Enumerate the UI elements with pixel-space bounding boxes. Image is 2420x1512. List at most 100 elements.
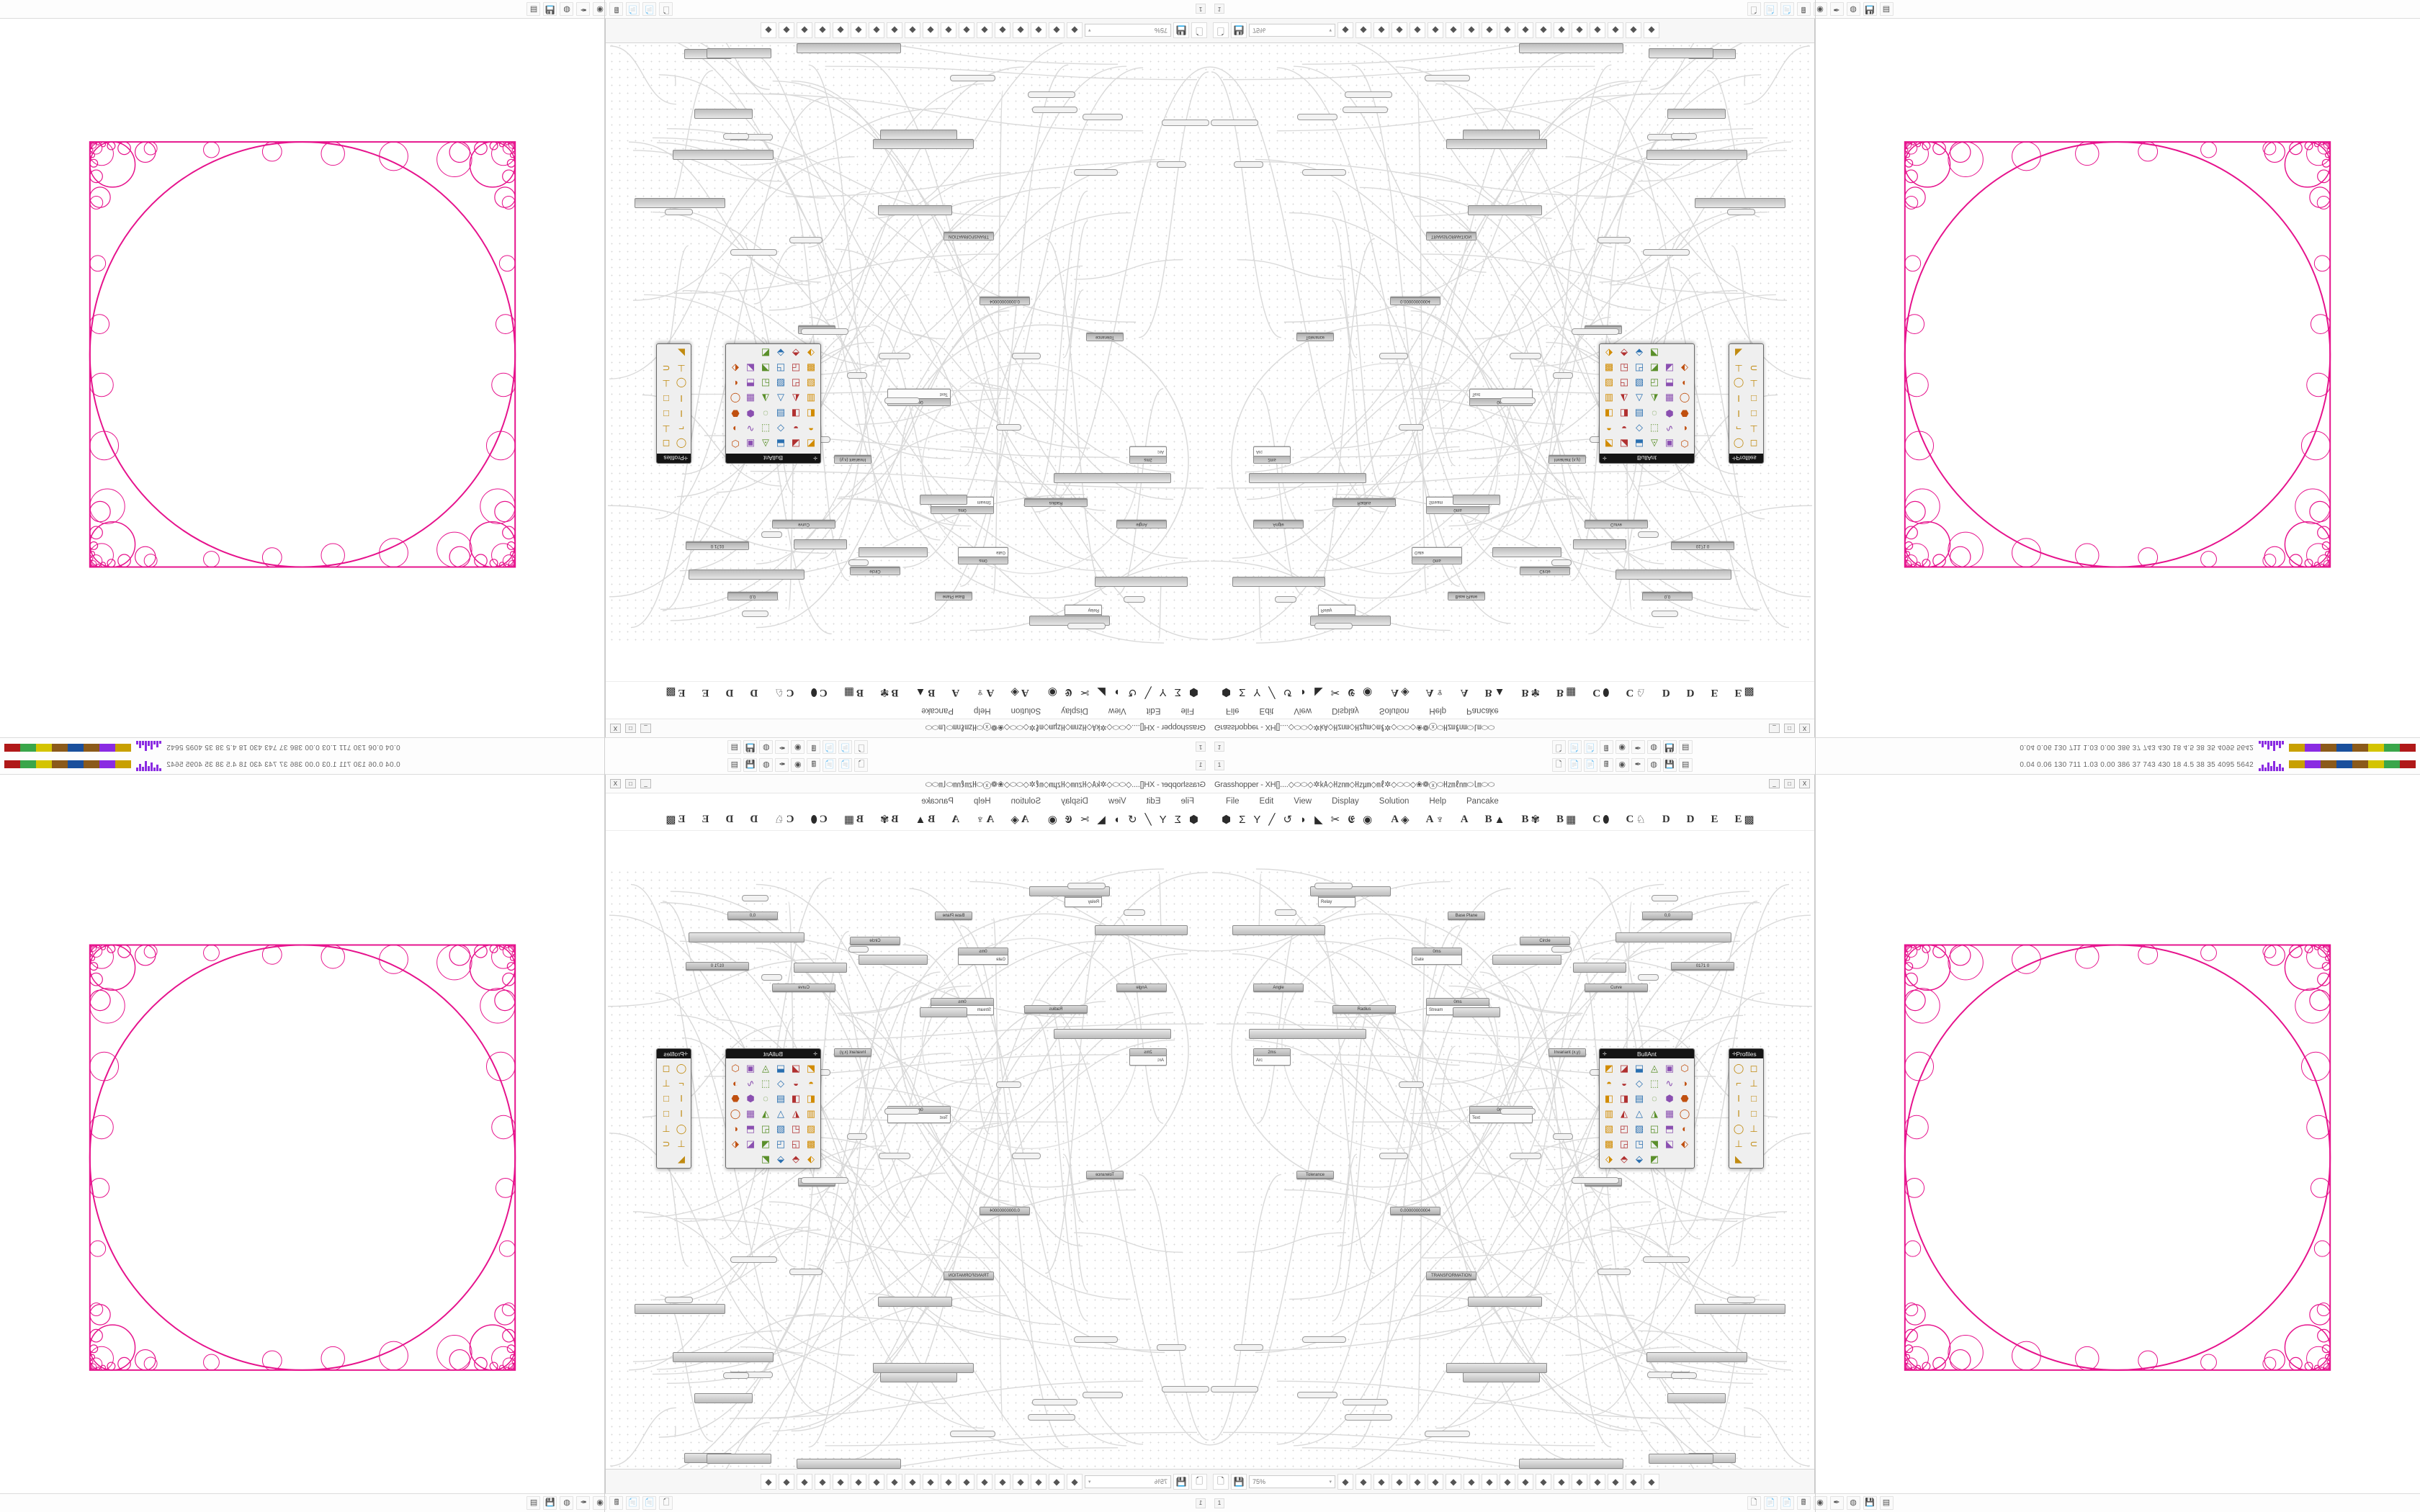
ribbon-tab-9[interactable]: D [1687,686,1695,698]
canvas-node[interactable]: 0.00000000004 [980,297,1030,305]
canvas-pill[interactable] [1302,169,1346,176]
canvas-pill[interactable] [1012,353,1041,359]
point-square-icon[interactable]: ◻ [662,438,671,450]
quad-yellow-icon[interactable]: ⬗ [807,1153,815,1164]
save-icon[interactable]: 💾 [1231,22,1247,38]
preview-icon[interactable]: ◆ [1355,1474,1371,1490]
flower-icon[interactable]: ⬙ [1636,348,1643,359]
ribbon-tab-0[interactable]: A ◈ [1010,814,1028,826]
menu-item-help[interactable]: Help [1429,797,1447,806]
I-beam-hand-icon[interactable]: ⊥ [1749,1077,1758,1089]
calculator-icon[interactable]: 🖩 [807,740,821,754]
I-beam2-icon[interactable]: I [1737,393,1740,405]
sphere-orange-icon[interactable]: ▥ [806,1107,816,1119]
opera-icon[interactable]: ◉ [791,758,805,772]
mesh-icon[interactable]: ◣ [1314,686,1323,698]
preview-icon[interactable]: ◆ [1049,1474,1065,1490]
L-angle-icon[interactable]: ⌐ [1736,423,1742,435]
desktop-number[interactable]: 1 [1196,742,1206,752]
rhino-viewport-canvas[interactable] [0,789,605,1498]
canvas-node[interactable]: Circle [850,937,900,945]
ribbon-tab-5[interactable]: B ▦ [844,814,864,826]
desktop-number[interactable]: 1 [1214,760,1224,770]
firefox-icon[interactable]: ◍ [560,2,574,16]
toolbar-profiles[interactable]: Profiles ◯ ◻ ⌐ ⊥ I □ I □ ◯ ⊥ ⊥ ⊂ ◣ [1729,1048,1764,1169]
menu-item-display[interactable]: Display [1332,797,1359,806]
floppy-icon[interactable]: 💾 [1863,2,1877,16]
canvas-pill[interactable] [789,237,823,243]
canvas-node[interactable]: 2ms Arc [1129,1048,1167,1066]
canvas-pill[interactable] [1379,353,1408,359]
grasshopper-titlebar[interactable]: Grasshopper - XH[]....◇⬭⬭◇✲㎄◇㎐㎚◇㎐㎛◇㎖✲◇⬭⬭… [1210,719,1814,737]
calculator-icon[interactable]: 🖩 [609,1496,624,1510]
ink-icon[interactable]: ✒ [576,2,591,16]
I-beam-icon[interactable]: I [680,1092,683,1104]
canvas-pill[interactable] [1314,623,1353,629]
square-tube2-icon[interactable]: □ [1751,393,1757,405]
triangle-red2-icon[interactable]: ▦ [1664,393,1675,405]
I-beam-icon[interactable]: I [1737,408,1740,420]
calculator-icon[interactable]: 🖩 [1796,2,1811,16]
toolbar-bullant[interactable]: BullAnt ◩ ◪ ⬓ ◬ ▣ ⬡ ◓ ◒ ◇ ⬚ ∿ ◑ ◧ ◨ ▤ ◌ ⬢ ⬣ ▥ ◭ △ ◮ ▦ ◯ ▧ ◰ ▨ ◱ ⬒ ◐ ▩ ◲… [725,1048,821,1169]
canvas-node[interactable]: TRANSFORMATION [944,1272,994,1280]
menu-item-view[interactable]: View [1294,706,1312,715]
cup-icon[interactable]: ◓ [808,423,814,435]
mesh-icon[interactable]: ◣ [1097,686,1106,698]
canvas-pill[interactable] [847,372,867,379]
point-square-icon[interactable]: ◻ [662,1062,671,1074]
arch-icon[interactable]: ⬘ [1621,348,1628,359]
I-beam-hand-icon[interactable]: ⊥ [662,423,671,435]
close-button[interactable]: X [1799,779,1810,788]
curve-icon[interactable]: ↺ [1127,814,1137,826]
canvas-slab[interactable] [1453,1007,1500,1017]
toolbar-bullant[interactable]: BullAnt ◩ ◪ ⬓ ◬ ▣ ⬡ ◓ ◒ ◇ ⬚ ∿ ◑ ◧ ◨ ▤ ◌ ⬢ ⬣ ▥ ◭ △ ◮ ▦ ◯ ▧ ◰ ▨ ◱ ⬒ ◐ ▩ ◲… [725,343,821,464]
new-document-icon[interactable]: 🗋 [1213,1474,1229,1490]
canvas-slab[interactable] [1054,1029,1171,1039]
square-tube2-icon[interactable]: □ [1751,1107,1757,1119]
cluster-icon[interactable]: ◆ [887,22,902,38]
menu-item-display[interactable]: Display [1332,706,1359,715]
triangle-red-icon[interactable]: ◬ [1651,438,1658,450]
canvas-slab[interactable] [1468,1297,1542,1307]
canvas-slab[interactable] [707,48,771,58]
C-channel-icon[interactable]: ⊂ [662,1138,671,1149]
draw-icon[interactable]: ◆ [1031,1474,1047,1490]
fit-view-icon[interactable]: ◆ [1067,1474,1083,1490]
curve-node-icon[interactable]: ∿ [1665,1077,1674,1089]
profiler-lime-icon[interactable]: ◆ [797,1474,812,1490]
canvas-slab[interactable] [878,1297,952,1307]
floppy-icon[interactable]: 💾 [743,740,758,754]
ribbon-tab-4[interactable]: B ✾ [1521,814,1540,826]
notepad-icon[interactable]: 📄 [1763,1496,1778,1510]
canvas-node[interactable]: Angle [1116,984,1167,992]
document-icon[interactable]: 🗋 [1551,740,1566,754]
canvas-node[interactable]: 0171 0 [1671,962,1734,971]
region-icon[interactable]: ▣ [1664,438,1675,450]
grasshopper-canvas[interactable]: 0msRelay0msGate0msStream2msArcAngleRadiu… [606,868,1210,1495]
I-beam-hand-icon[interactable]: ⊥ [1749,423,1758,435]
profiler-green-icon[interactable]: ◆ [815,1474,830,1490]
canvas-pill[interactable] [1343,1399,1388,1405]
capsule-icon[interactable]: ◆ [1013,22,1028,38]
surface-icon[interactable]: ◗ [1300,686,1307,698]
triangle-red-icon[interactable]: ◬ [762,1062,769,1074]
box-blue-icon[interactable]: ◧ [1604,1092,1614,1104]
canvas-pill[interactable] [848,946,869,953]
terminal-icon[interactable]: ▤ [1879,2,1894,16]
ribbon-tab-1[interactable]: A ♆ [976,686,994,698]
gradient-surface-icon[interactable]: ◩ [1604,438,1614,450]
menu-item-file[interactable]: File [1226,706,1240,715]
ink-icon[interactable]: ✒ [775,740,789,754]
canvas-pill[interactable] [1345,91,1392,98]
maths-icon[interactable]: Σ [1174,814,1181,826]
triangle-red2-icon[interactable]: ▦ [745,393,756,405]
profiler-blue-icon[interactable]: ◆ [1644,22,1659,38]
menu-item-solution[interactable]: Solution [1379,797,1410,806]
taskbar-desktop-number[interactable]: 1 [1214,1498,1224,1508]
shade-black-icon[interactable]: ◆ [869,22,884,38]
square-tube-icon[interactable]: □ [663,408,669,420]
canvas-pill[interactable] [1028,91,1075,98]
ribbon-tab-11[interactable]: E ▩ [1735,814,1754,826]
split-icon[interactable]: ◑ [732,423,738,435]
quad-yellow-icon[interactable]: ⬗ [807,348,815,359]
